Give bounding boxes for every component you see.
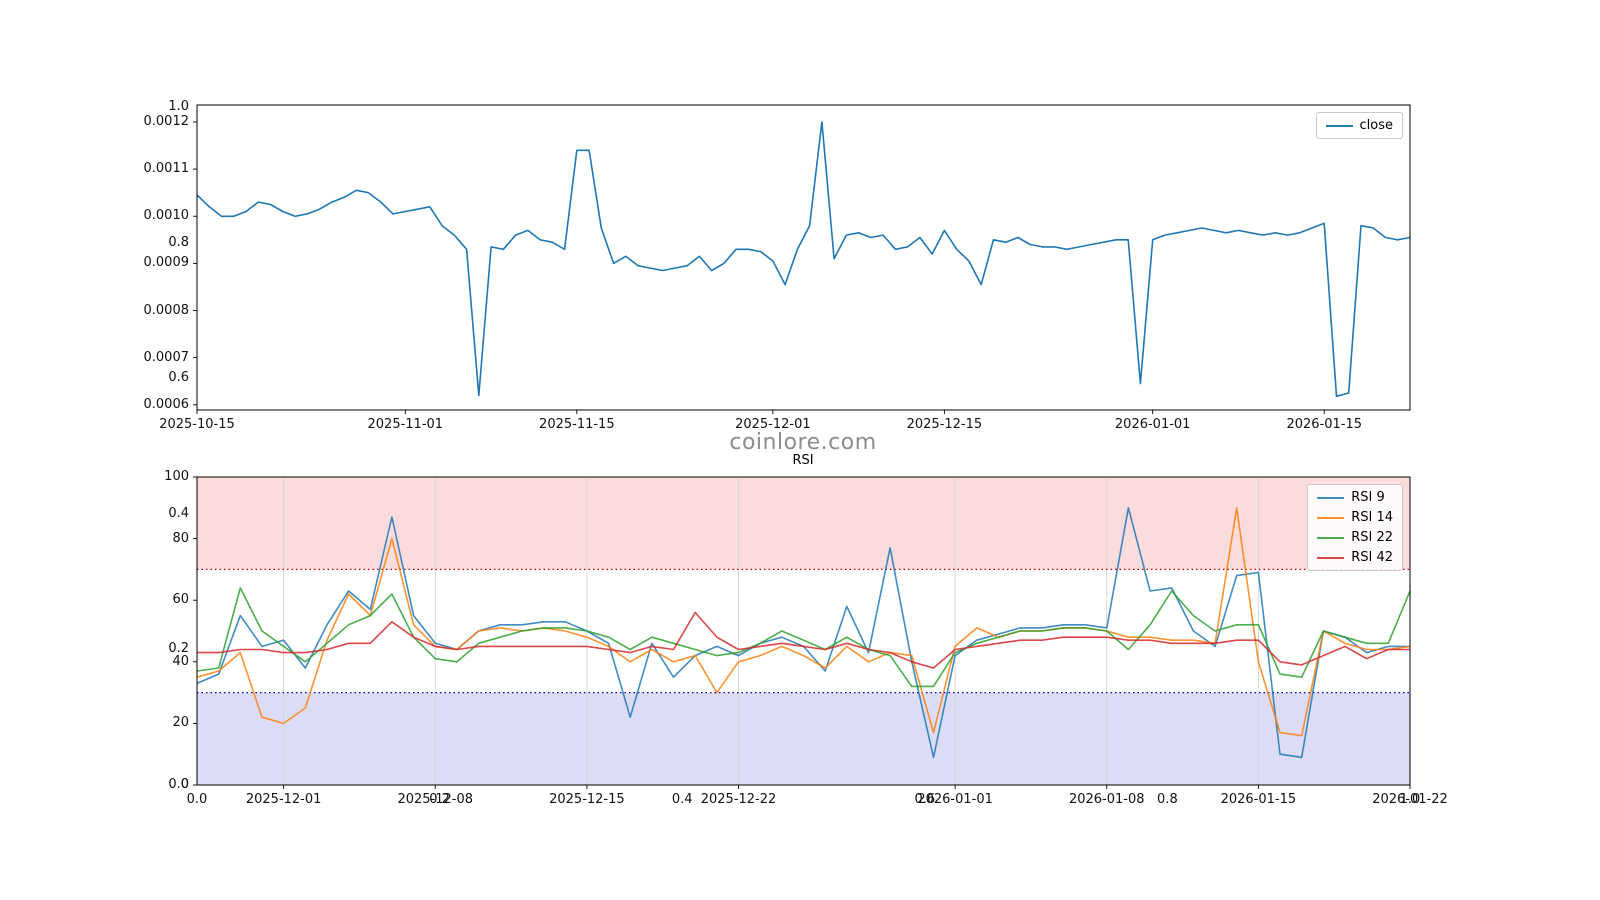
overlay-x-tick-label: 0.2 — [429, 792, 450, 807]
y-tick-label: 0.0006 — [143, 396, 190, 412]
y-tick-label: 0.0009 — [143, 255, 190, 271]
x-tick-label: 2025-10-15 — [159, 417, 235, 432]
rsi-title: RSI — [792, 453, 814, 468]
coinlore-watermark: coinlore.com — [729, 430, 877, 455]
x-tick-label: 2026-01-01 — [917, 792, 993, 807]
x-tick-label: 2025-12-01 — [735, 417, 811, 432]
legend-item-rsi14: RSI 14 — [1317, 510, 1393, 525]
legend-item-rsi42: RSI 42 — [1317, 550, 1393, 565]
close-line-swatch — [1325, 124, 1353, 127]
y-tick-label: 100 — [164, 469, 189, 484]
legend-label-rsi9: RSI 9 — [1351, 490, 1385, 505]
overlay-y-tick-label: 0.0 — [168, 777, 189, 792]
x-tick-label: 2025-11-01 — [367, 417, 444, 432]
y-tick-label: 20 — [172, 715, 189, 731]
overlay-x-tick-label: 0.4 — [671, 792, 693, 807]
x-tick-label: 2025-12-15 — [549, 792, 625, 807]
overlay-y-tick-label: 1.0 — [168, 99, 189, 114]
x-tick-label: 2025-12-01 — [245, 792, 322, 807]
rsi14-line-swatch — [1317, 516, 1345, 519]
overlay-x-tick-label: 1.0 — [1399, 792, 1421, 807]
x-tick-label: 2026-01-15 — [1286, 417, 1362, 432]
rsi-legend: RSI 9 RSI 14 RSI 22 RSI 42 — [1307, 484, 1403, 571]
y-tick-label: 40 — [172, 653, 189, 669]
x-tick-label: 2025-12-22 — [700, 792, 777, 807]
y-tick-label: 0.0007 — [143, 349, 190, 365]
x-tick-label: 2026-01-08 — [1068, 792, 1145, 807]
y-tick-label: 0.0011 — [143, 161, 190, 177]
y-tick-label: 80 — [172, 530, 189, 546]
y-tick-label: 0.0010 — [143, 208, 190, 224]
y-tick-label: 0.0012 — [143, 113, 190, 129]
price-legend: close — [1315, 112, 1403, 139]
x-tick-label: 2026-01-01 — [1114, 417, 1191, 432]
y-tick-label: 60 — [172, 592, 189, 608]
legend-item-rsi22: RSI 22 — [1317, 530, 1393, 545]
rsi22-line-swatch — [1317, 536, 1345, 539]
rsi42-line-swatch — [1317, 556, 1345, 559]
y-tick-label: 0.0008 — [143, 302, 190, 318]
overlay-y-tick-label: 0.6 — [168, 370, 189, 386]
x-tick-label: 2025-11-15 — [539, 417, 615, 432]
legend-label-rsi22: RSI 22 — [1351, 530, 1393, 545]
legend-item-close: close — [1325, 118, 1393, 133]
overlay-x-tick-label: 0.8 — [1157, 792, 1178, 807]
legend-label-rsi14: RSI 14 — [1351, 510, 1393, 525]
legend-item-rsi9: RSI 9 — [1317, 490, 1393, 505]
legend-label-close: close — [1359, 118, 1393, 133]
rsi9-line-swatch — [1317, 496, 1345, 499]
legend-label-rsi42: RSI 42 — [1351, 550, 1393, 565]
overlay-y-tick-label: 0.8 — [168, 234, 189, 250]
overlay-x-tick-label: 0.0 — [186, 792, 208, 807]
x-tick-label: 2026-01-22 — [1372, 792, 1448, 807]
overlay-y-tick-label: 0.2 — [168, 641, 189, 657]
x-tick-label: 2025-12-08 — [397, 792, 474, 807]
overlay-x-tick-label: 0.6 — [914, 792, 936, 807]
y-tick-label: 0 — [180, 777, 189, 792]
x-tick-label: 2026-01-15 — [1220, 792, 1297, 807]
x-tick-label: 2025-12-15 — [906, 417, 983, 432]
overlay-y-tick-label: 0.4 — [168, 505, 189, 521]
